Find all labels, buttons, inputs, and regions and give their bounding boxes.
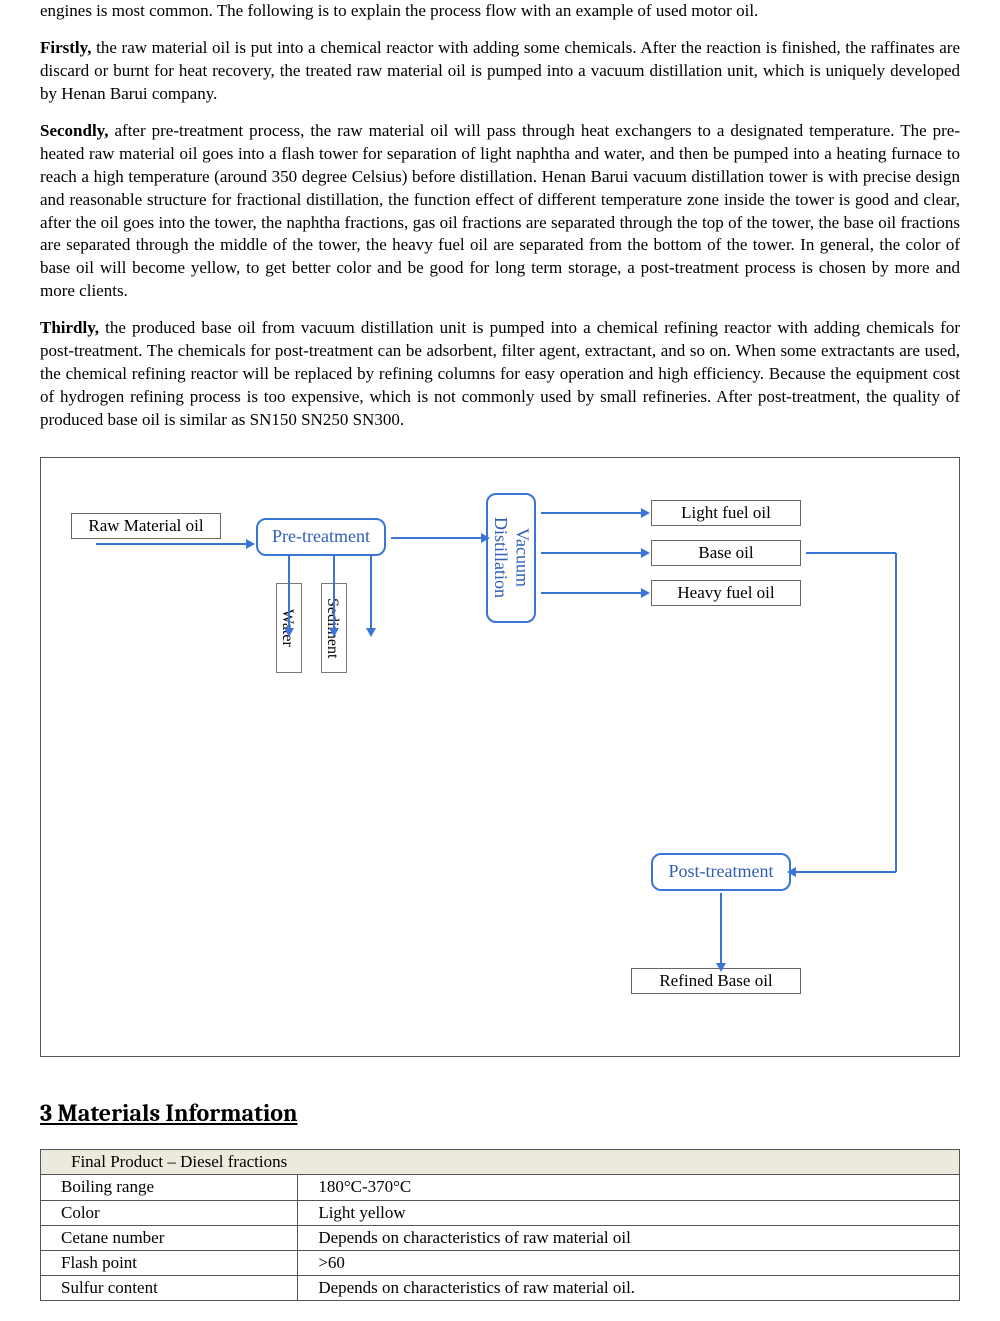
first-lead: Firstly,	[40, 38, 91, 57]
node-pre: Pre-treatment	[256, 518, 386, 556]
third-body: the produced base oil from vacuum distil…	[40, 318, 960, 429]
arrow-head-icon	[284, 628, 294, 637]
edge-segment	[370, 556, 372, 628]
arrow-head-icon	[481, 533, 490, 543]
intro-paragraph: engines is most common. The following is…	[40, 0, 960, 23]
edge-segment	[96, 543, 246, 545]
table-row: Sulfur contentDepends on characteristics…	[41, 1275, 960, 1300]
edge-segment	[720, 893, 722, 963]
table-row: Cetane numberDepends on characteristics …	[41, 1225, 960, 1250]
table-cell-label: Boiling range	[41, 1175, 298, 1200]
second-body: after pre-treatment process, the raw mat…	[40, 121, 960, 301]
third-lead: Thirdly,	[40, 318, 99, 337]
node-post: Post-treatment	[651, 853, 791, 891]
table-cell-value: Depends on characteristics of raw materi…	[298, 1275, 960, 1300]
first-paragraph: Firstly, the raw material oil is put int…	[40, 37, 960, 106]
edge-segment	[806, 552, 896, 554]
node-light: Light fuel oil	[651, 500, 801, 526]
node-heavy: Heavy fuel oil	[651, 580, 801, 606]
first-body: the raw material oil is put into a chemi…	[40, 38, 960, 103]
table-cell-value: Light yellow	[298, 1200, 960, 1225]
arrow-head-icon	[641, 588, 650, 598]
table-cell-value: Depends on characteristics of raw materi…	[298, 1225, 960, 1250]
node-vac: Vacuum Distillation	[486, 493, 536, 623]
arrow-head-icon	[787, 867, 796, 877]
table-cell-label: Color	[41, 1200, 298, 1225]
materials-heading: 3 Materials Information	[40, 1097, 960, 1129]
edge-segment	[288, 556, 290, 628]
table-row: ColorLight yellow	[41, 1200, 960, 1225]
arrow-head-icon	[641, 548, 650, 558]
table-row: Flash point>60	[41, 1250, 960, 1275]
table-cell-label: Flash point	[41, 1250, 298, 1275]
edge-segment	[391, 537, 481, 539]
arrow-head-icon	[716, 963, 726, 972]
edge-segment	[333, 556, 335, 628]
edge-segment	[541, 512, 641, 514]
arrow-head-icon	[329, 628, 339, 637]
table-cell-label: Sulfur content	[41, 1275, 298, 1300]
arrow-head-icon	[641, 508, 650, 518]
second-lead: Secondly,	[40, 121, 109, 140]
edge-segment	[796, 871, 896, 873]
third-paragraph: Thirdly, the produced base oil from vacu…	[40, 317, 960, 432]
materials-table: Final Product – Diesel fractions Boiling…	[40, 1149, 960, 1301]
table-row: Boiling range180°C-370°C	[41, 1175, 960, 1200]
table-cell-value: 180°C-370°C	[298, 1175, 960, 1200]
second-paragraph: Secondly, after pre-treatment process, t…	[40, 120, 960, 304]
arrow-head-icon	[366, 628, 376, 637]
node-base: Base oil	[651, 540, 801, 566]
table-header-row: Final Product – Diesel fractions	[41, 1150, 960, 1175]
table-header: Final Product – Diesel fractions	[41, 1150, 960, 1175]
process-flow-diagram: Raw Material oilPre-treatmentWaterSedime…	[40, 457, 960, 1057]
edge-segment	[541, 592, 641, 594]
edge-segment	[895, 553, 897, 872]
node-raw: Raw Material oil	[71, 513, 221, 539]
table-cell-value: >60	[298, 1250, 960, 1275]
edge-segment	[541, 552, 641, 554]
arrow-head-icon	[246, 539, 255, 549]
table-cell-label: Cetane number	[41, 1225, 298, 1250]
